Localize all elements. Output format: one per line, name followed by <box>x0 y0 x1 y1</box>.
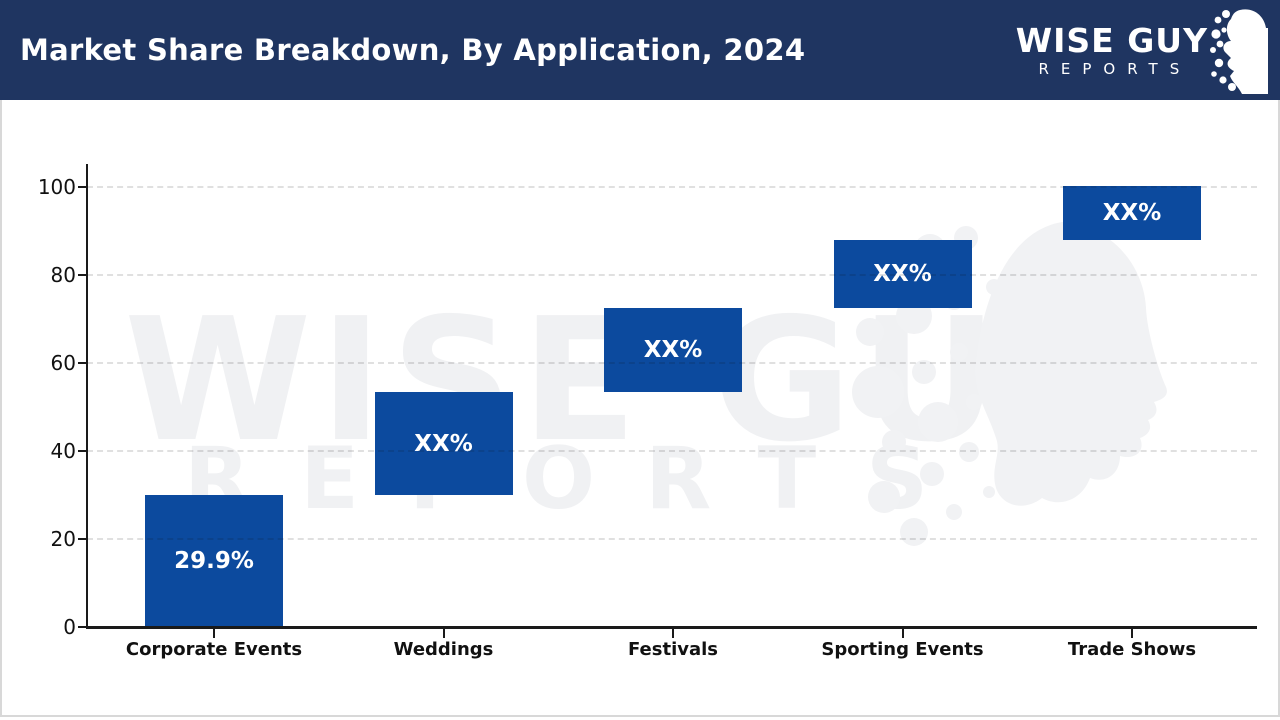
y-axis-line <box>86 164 88 629</box>
x-tick-4 <box>901 629 904 638</box>
y-tick-100 <box>78 186 87 188</box>
y-tick-60 <box>78 362 87 364</box>
wiseguy-logo-text: WISE GUY REPORTS <box>1015 20 1208 79</box>
y-tick-label-100: 100 <box>37 175 76 199</box>
y-tick-label-80: 80 <box>50 263 76 287</box>
y-tick-80 <box>78 274 87 276</box>
x-tick-1 <box>213 629 215 638</box>
x-tick-2 <box>442 629 445 638</box>
gridline-80 <box>87 274 1257 276</box>
x-tick-5 <box>1131 629 1133 638</box>
y-tick-label-0: 0 <box>63 615 76 639</box>
x-tick-label-1: Corporate Events <box>125 639 303 660</box>
x-tick-label-5: Trade Shows <box>1067 639 1197 660</box>
report-header: Market Share Breakdown, By Application, … <box>0 0 1280 100</box>
bar-trade-shows: XX% <box>1063 185 1201 240</box>
y-tick-0 <box>78 626 87 628</box>
y-tick-label-60: 60 <box>50 351 76 375</box>
x-tick-label-4: Sporting Events <box>821 639 984 660</box>
x-tick-3 <box>672 629 674 638</box>
x-tick-label-2: Weddings <box>393 639 494 660</box>
gridline-40 <box>87 450 1257 452</box>
y-tick-label-40: 40 <box>50 439 76 463</box>
x-axis-line <box>87 626 1257 629</box>
gridline-100 <box>87 186 1257 188</box>
y-tick-40 <box>78 450 87 452</box>
bar-value-label: 29.9% <box>174 548 254 575</box>
bar-corporate-events: 29.9% <box>145 495 283 627</box>
watermark-subtext: REPORTS <box>184 429 979 529</box>
bar-weddings: XX% <box>374 391 513 496</box>
gridline-60 <box>87 362 1257 364</box>
gridline-20 <box>87 538 1257 540</box>
bar-value-label: XX% <box>643 337 703 364</box>
y-tick-label-20: 20 <box>50 527 76 551</box>
chart-canvas: WISE GUY REPORTS 0 20 40 60 80 100 29.9% Corpor… <box>0 100 1280 717</box>
bar-value-label: XX% <box>414 430 473 457</box>
chart-title: Market Share Breakdown, By Application, … <box>20 33 806 67</box>
x-tick-label-3: Festivals <box>627 639 719 660</box>
bar-festivals: XX% <box>604 308 742 392</box>
bar-value-label: XX% <box>1102 199 1162 226</box>
y-tick-20 <box>78 538 87 540</box>
wiseguy-logo: WISE GUY REPORTS <box>1016 8 1268 94</box>
logo-wordmark: WISE GUY <box>1015 20 1208 60</box>
logo-subtext: REPORTS <box>1038 60 1192 79</box>
wiseguy-face-icon <box>1210 9 1268 94</box>
